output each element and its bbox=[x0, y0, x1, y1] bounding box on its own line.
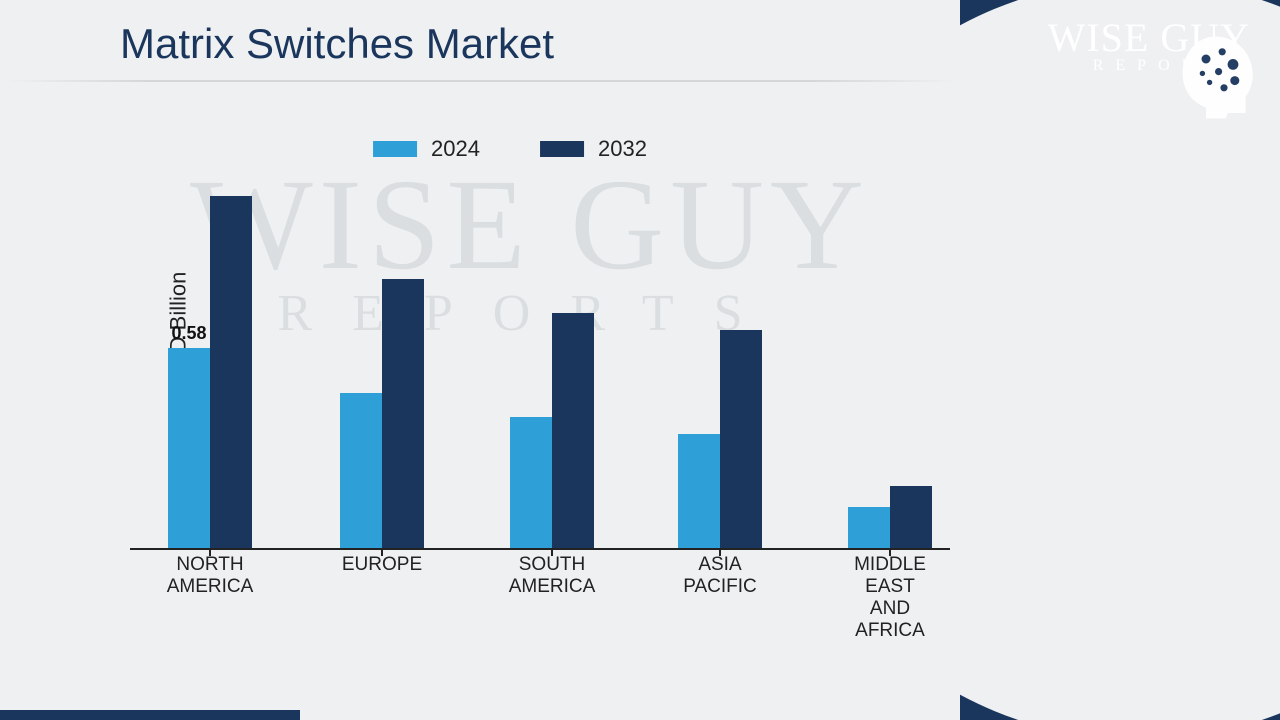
bar-chart: Market Size in USD Billion 2024 2032 0.5… bbox=[60, 130, 960, 670]
legend-label-2024: 2024 bbox=[431, 136, 480, 162]
bar bbox=[552, 313, 594, 548]
x-axis-label: ASIA PACIFIC bbox=[683, 554, 757, 598]
bar-group bbox=[510, 313, 594, 548]
legend-label-2032: 2032 bbox=[598, 136, 647, 162]
legend-swatch-2032 bbox=[540, 141, 584, 157]
bar bbox=[678, 434, 720, 548]
bar-group bbox=[168, 196, 252, 548]
logo-head-icon bbox=[1170, 32, 1260, 122]
x-axis-label: NORTH AMERICA bbox=[167, 554, 254, 598]
bar-group bbox=[678, 330, 762, 548]
bar-group bbox=[848, 486, 932, 548]
title-underline bbox=[6, 80, 956, 82]
legend: 2024 2032 bbox=[373, 136, 647, 162]
page-root: WISE GUY REPORTS Matrix Switches Market … bbox=[0, 0, 1280, 720]
x-axis-label: MIDDLE EAST AND AFRICA bbox=[854, 554, 926, 641]
plot-area: 0.58 bbox=[130, 170, 950, 550]
bottom-accent-bar bbox=[0, 710, 300, 720]
legend-swatch-2024 bbox=[373, 141, 417, 157]
legend-item-2024: 2024 bbox=[373, 136, 480, 162]
bar bbox=[848, 507, 890, 548]
bar bbox=[340, 393, 382, 548]
bar bbox=[210, 196, 252, 548]
bar bbox=[890, 486, 932, 548]
legend-item-2032: 2032 bbox=[540, 136, 647, 162]
page-title: Matrix Switches Market bbox=[120, 20, 554, 68]
bar-group bbox=[340, 279, 424, 548]
brand-logo: WISE GUY REPORTS bbox=[1048, 18, 1250, 74]
bar bbox=[382, 279, 424, 548]
bar bbox=[510, 417, 552, 548]
bar bbox=[720, 330, 762, 548]
x-axis-label: EUROPE bbox=[342, 554, 422, 576]
x-axis-label: SOUTH AMERICA bbox=[509, 554, 596, 598]
bar bbox=[168, 348, 210, 548]
